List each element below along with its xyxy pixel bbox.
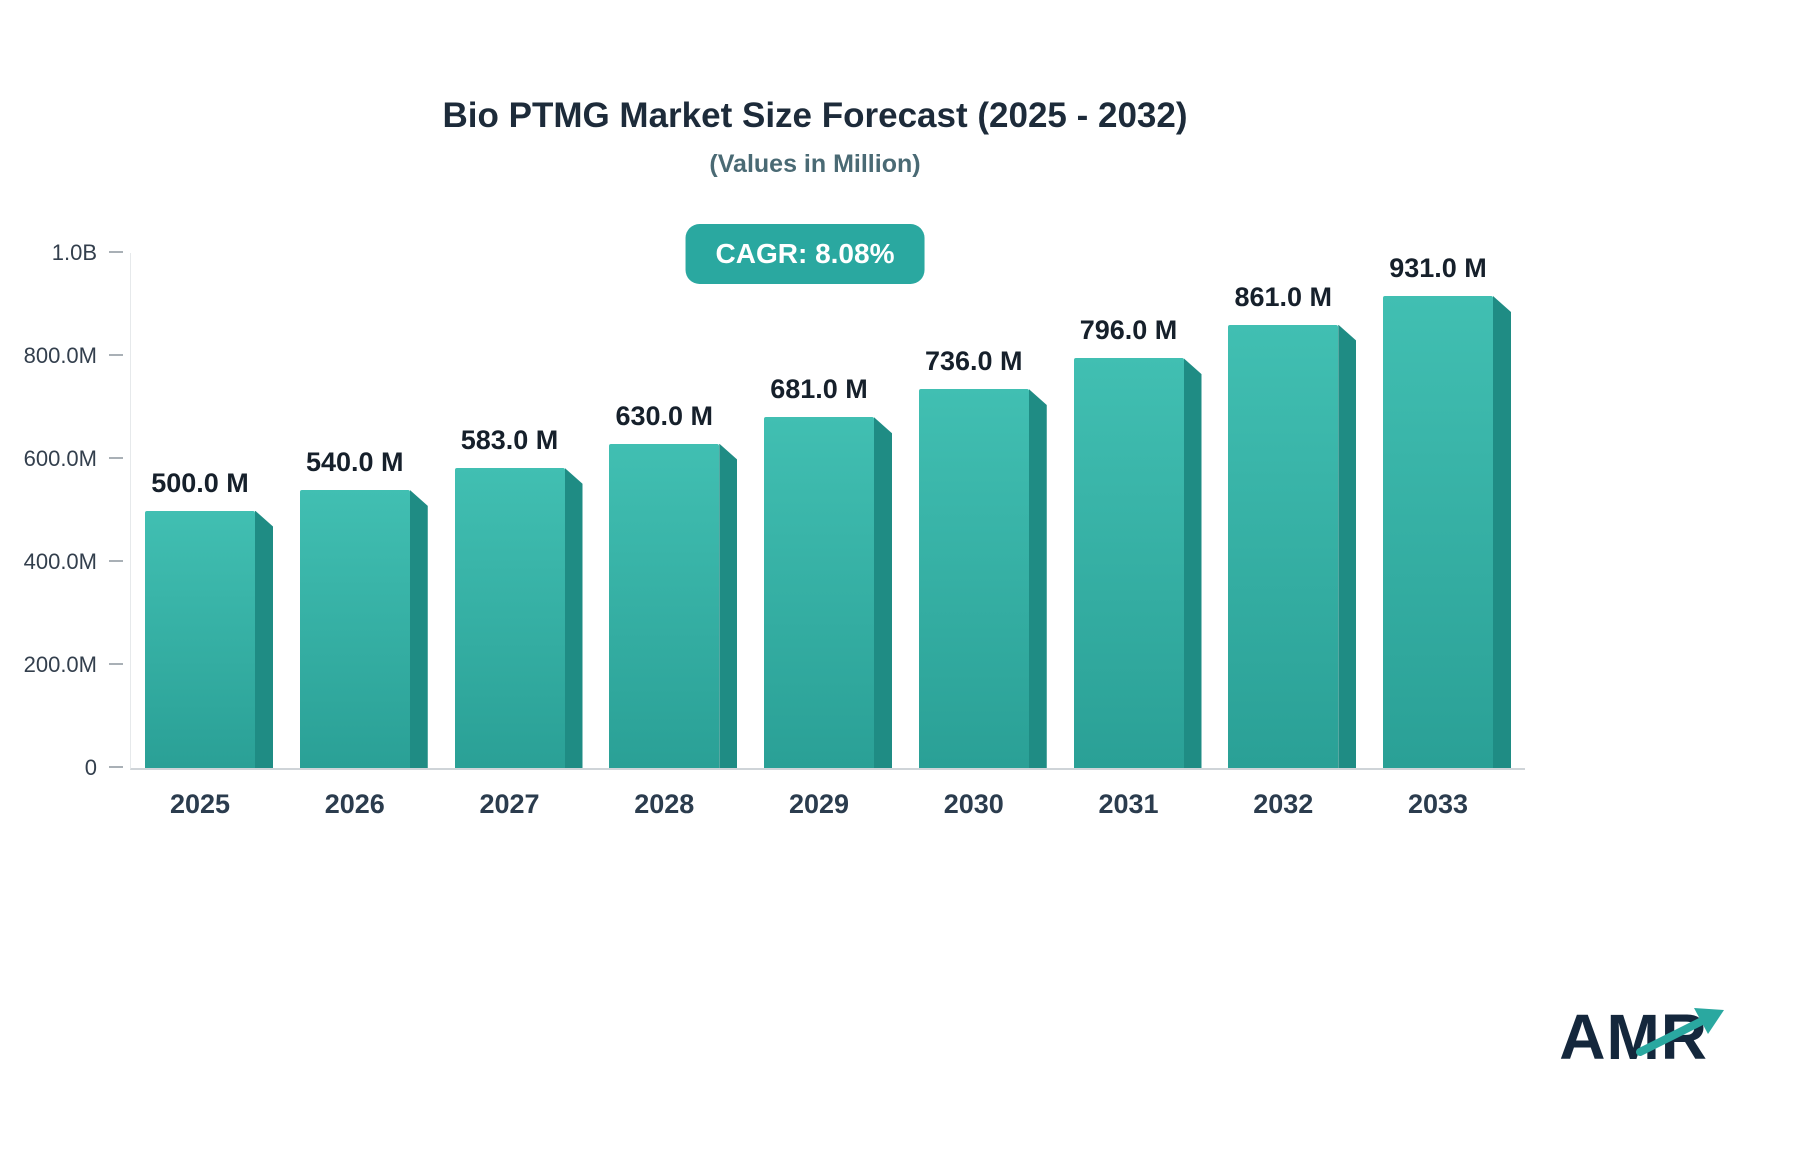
y-axis-tick-label: 0 <box>84 755 97 780</box>
bar-front-face <box>1383 296 1493 768</box>
y-axis-tick-label: 1.0B <box>51 240 97 265</box>
bar-value-label: 931.0 M <box>1389 253 1487 283</box>
bar-slot: 681.0 M 2029 <box>764 253 892 819</box>
bars-container: 500.0 M 2025 540.0 M 2026 583.0 M 2027 630.0 M… <box>131 253 1525 819</box>
y-axis-tick-mark <box>109 457 123 459</box>
bar-side-face <box>1183 358 1202 768</box>
y-axis-tick-mark <box>109 560 123 562</box>
bar-value-label: 861.0 M <box>1234 281 1333 312</box>
bar-side-face <box>255 510 273 768</box>
y-axis-tick-label: 600.0M <box>23 446 97 471</box>
bar-value-label: 736.0 M <box>924 345 1023 376</box>
y-axis-tick-label: 800.0M <box>23 343 97 368</box>
bar-side-face <box>1493 296 1511 768</box>
bar-slot: 583.0 M 2027 <box>454 253 583 819</box>
bar-slot: 861.0 M 2032 <box>1228 253 1357 819</box>
bar-front-face <box>145 510 255 768</box>
bar-value-label: 583.0 M <box>460 424 559 455</box>
logo-arrow-icon <box>1636 1008 1724 1056</box>
y-axis-tick-mark <box>109 766 123 768</box>
y-axis-tick-label: 400.0M <box>23 549 97 574</box>
bar <box>454 467 583 768</box>
x-axis-label: 2027 <box>479 789 540 819</box>
bar-slot: 736.0 M 2030 <box>918 253 1047 819</box>
x-axis-label: 2029 <box>788 789 850 819</box>
bar <box>145 510 273 768</box>
y-axis-tick-mark <box>109 354 123 356</box>
bar-front-face <box>1073 358 1184 768</box>
bar <box>764 417 892 768</box>
bar <box>1383 296 1511 768</box>
bar-front-face <box>609 443 720 768</box>
y-axis-tick-mark <box>109 663 123 665</box>
amr-logo: AMR <box>1559 1000 1724 1074</box>
cagr-badge: CAGR: 8.08% <box>685 224 925 284</box>
bar-front-face <box>764 417 874 768</box>
bar <box>918 388 1047 768</box>
bar-value-label: 630.0 M <box>615 400 714 431</box>
bar-value-label: 681.0 M <box>770 374 868 405</box>
x-axis-label: 2030 <box>943 789 1004 819</box>
y-axis-tick-mark <box>109 251 123 253</box>
bar-slot: 630.0 M 2028 <box>609 253 738 819</box>
bar-front-face <box>454 467 565 768</box>
bar-side-face <box>1028 388 1047 768</box>
bar-value-label: 796.0 M <box>1079 315 1178 346</box>
x-axis-label: 2031 <box>1098 789 1159 819</box>
bar-slot: 796.0 M 2031 <box>1073 253 1202 819</box>
bar-side-face <box>564 467 583 768</box>
bar-side-face <box>719 443 738 768</box>
bar-slot: 500.0 M 2025 <box>145 253 273 819</box>
bar-front-face <box>918 388 1029 768</box>
bar <box>299 489 428 768</box>
bar-front-face <box>299 489 410 768</box>
bar-front-face <box>1228 324 1339 768</box>
bar <box>1228 324 1357 768</box>
x-axis-label: 2026 <box>324 789 385 819</box>
bar-side-face <box>874 417 892 768</box>
y-axis-tick-label: 200.0M <box>23 652 97 677</box>
x-axis-label: 2033 <box>1407 789 1469 819</box>
bar-side-face <box>1338 324 1357 768</box>
bar-value-label: 500.0 M <box>151 467 249 498</box>
x-axis-label: 2032 <box>1253 789 1314 819</box>
amr-logo-text: AMR <box>1559 1001 1708 1073</box>
bar-side-face <box>409 489 428 768</box>
bar <box>609 443 738 768</box>
x-axis-label: 2028 <box>634 789 695 819</box>
bar-slot: 931.0 M 2033 <box>1383 253 1511 819</box>
chart-subtitle: (Values in Million) <box>709 150 921 178</box>
bar-slot: 540.0 M 2026 <box>299 253 428 819</box>
plot-area: 0 200.0M 400.0M 600.0M 800.0M 1.0B 500.0 M 202… <box>24 240 1525 819</box>
x-axis-label: 2025 <box>169 789 231 819</box>
chart-title: Bio PTMG Market Size Forecast (2025 - 20… <box>442 96 1188 135</box>
cagr-badge-label: CAGR: 8.08% <box>715 238 895 269</box>
bar <box>1073 358 1202 768</box>
bar-value-label: 540.0 M <box>305 446 404 477</box>
